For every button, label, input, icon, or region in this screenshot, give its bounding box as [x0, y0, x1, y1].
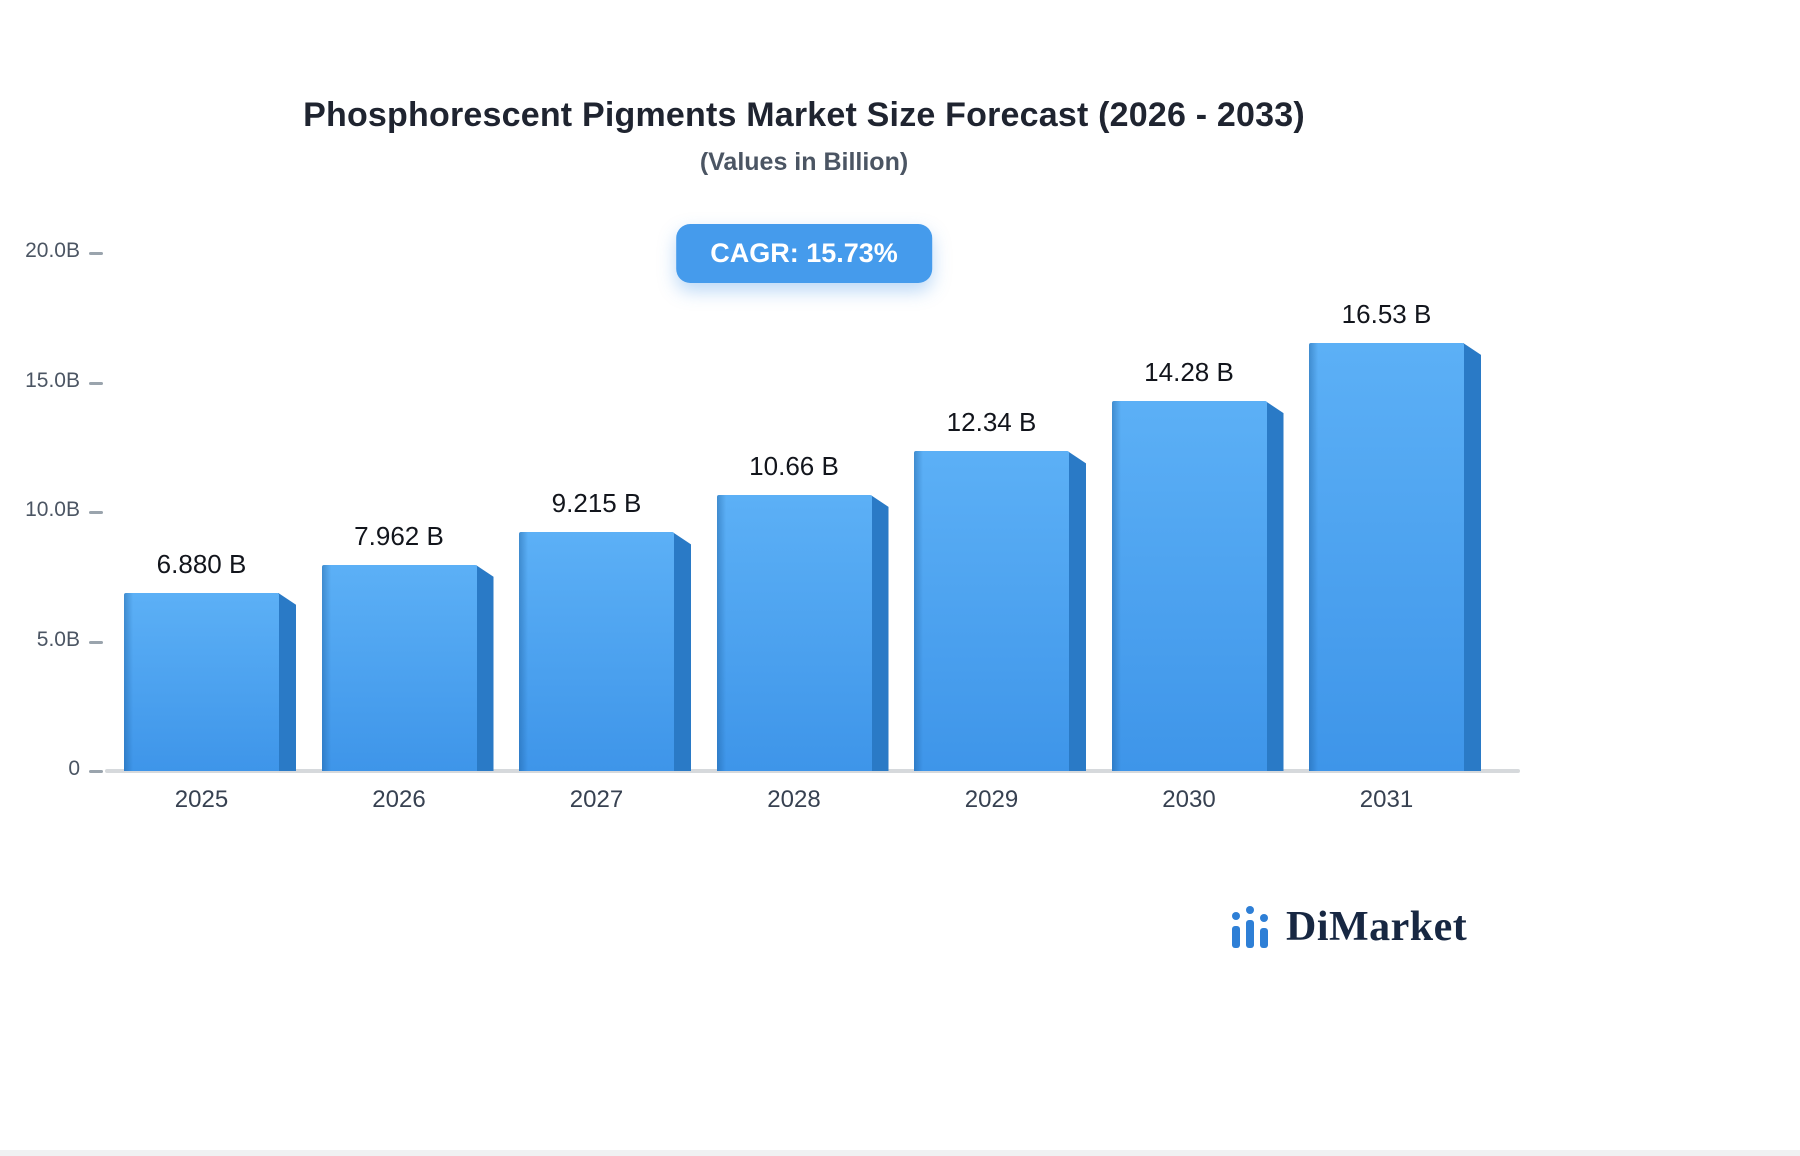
bar-value-label: 12.34 B [946, 407, 1037, 438]
bar-side-face [673, 532, 691, 771]
y-axis-tick-label: 5.0B [36, 627, 80, 651]
bar-value-label: 6.880 B [156, 548, 247, 579]
bar [716, 494, 872, 771]
y-axis-tick-label: 10.0B [25, 498, 80, 521]
bar-value-label: 7.962 B [354, 520, 444, 551]
bar-side-face [1068, 451, 1086, 771]
y-axis-tick-label: 15.0B [25, 368, 80, 392]
y-axis-tick-mark [89, 252, 103, 255]
x-axis-category-label: 2028 [767, 786, 821, 813]
bar [519, 532, 674, 771]
x-axis-category-label: 2029 [964, 786, 1019, 813]
y-axis-tick-mark [89, 640, 103, 644]
x-axis-category-label: 2031 [1359, 786, 1414, 813]
y-axis-tick-mark [89, 381, 103, 385]
y-axis-tick-mark [89, 770, 103, 773]
brand-logo: DiMarket [1228, 903, 1467, 951]
bar [321, 564, 477, 771]
chart-subtitle: (Values in Billion) [699, 148, 909, 176]
y-axis-tick-mark [89, 511, 103, 514]
x-axis-category-label: 2025 [174, 786, 229, 813]
x-axis-category-label: 2026 [372, 786, 426, 813]
bar-value-label: 10.66 B [749, 450, 839, 481]
x-axis-line [105, 769, 1520, 773]
bar-value-label: 9.215 B [551, 488, 642, 519]
bar-value-label: 16.53 B [1341, 298, 1432, 329]
cagr-badge: CAGR: 15.73% [676, 224, 932, 283]
x-axis-category-label: 2030 [1162, 786, 1216, 813]
bar-side-face [1463, 342, 1481, 771]
bar-side-face [475, 564, 494, 771]
y-axis-tick-label: 20.0B [25, 239, 80, 262]
bar-value-label: 14.28 B [1144, 357, 1234, 388]
bar [1309, 342, 1464, 771]
page-bottom-edge [0, 1150, 1800, 1156]
bar-side-face [1265, 401, 1284, 771]
bar [124, 592, 279, 771]
x-axis-category-label: 2027 [569, 786, 624, 813]
brand-name: DiMarket [1286, 904, 1468, 950]
bar-chart-logo-icon [1232, 906, 1268, 948]
bar [914, 451, 1069, 771]
bar [1111, 401, 1267, 771]
cagr-badge-label: CAGR: 15.73% [710, 238, 898, 268]
bar-side-face [870, 494, 889, 771]
bar-side-face [278, 592, 296, 771]
chart-title: Phosphorescent Pigments Market Size Fore… [303, 96, 1305, 134]
y-axis-tick-label: 0 [68, 757, 80, 780]
